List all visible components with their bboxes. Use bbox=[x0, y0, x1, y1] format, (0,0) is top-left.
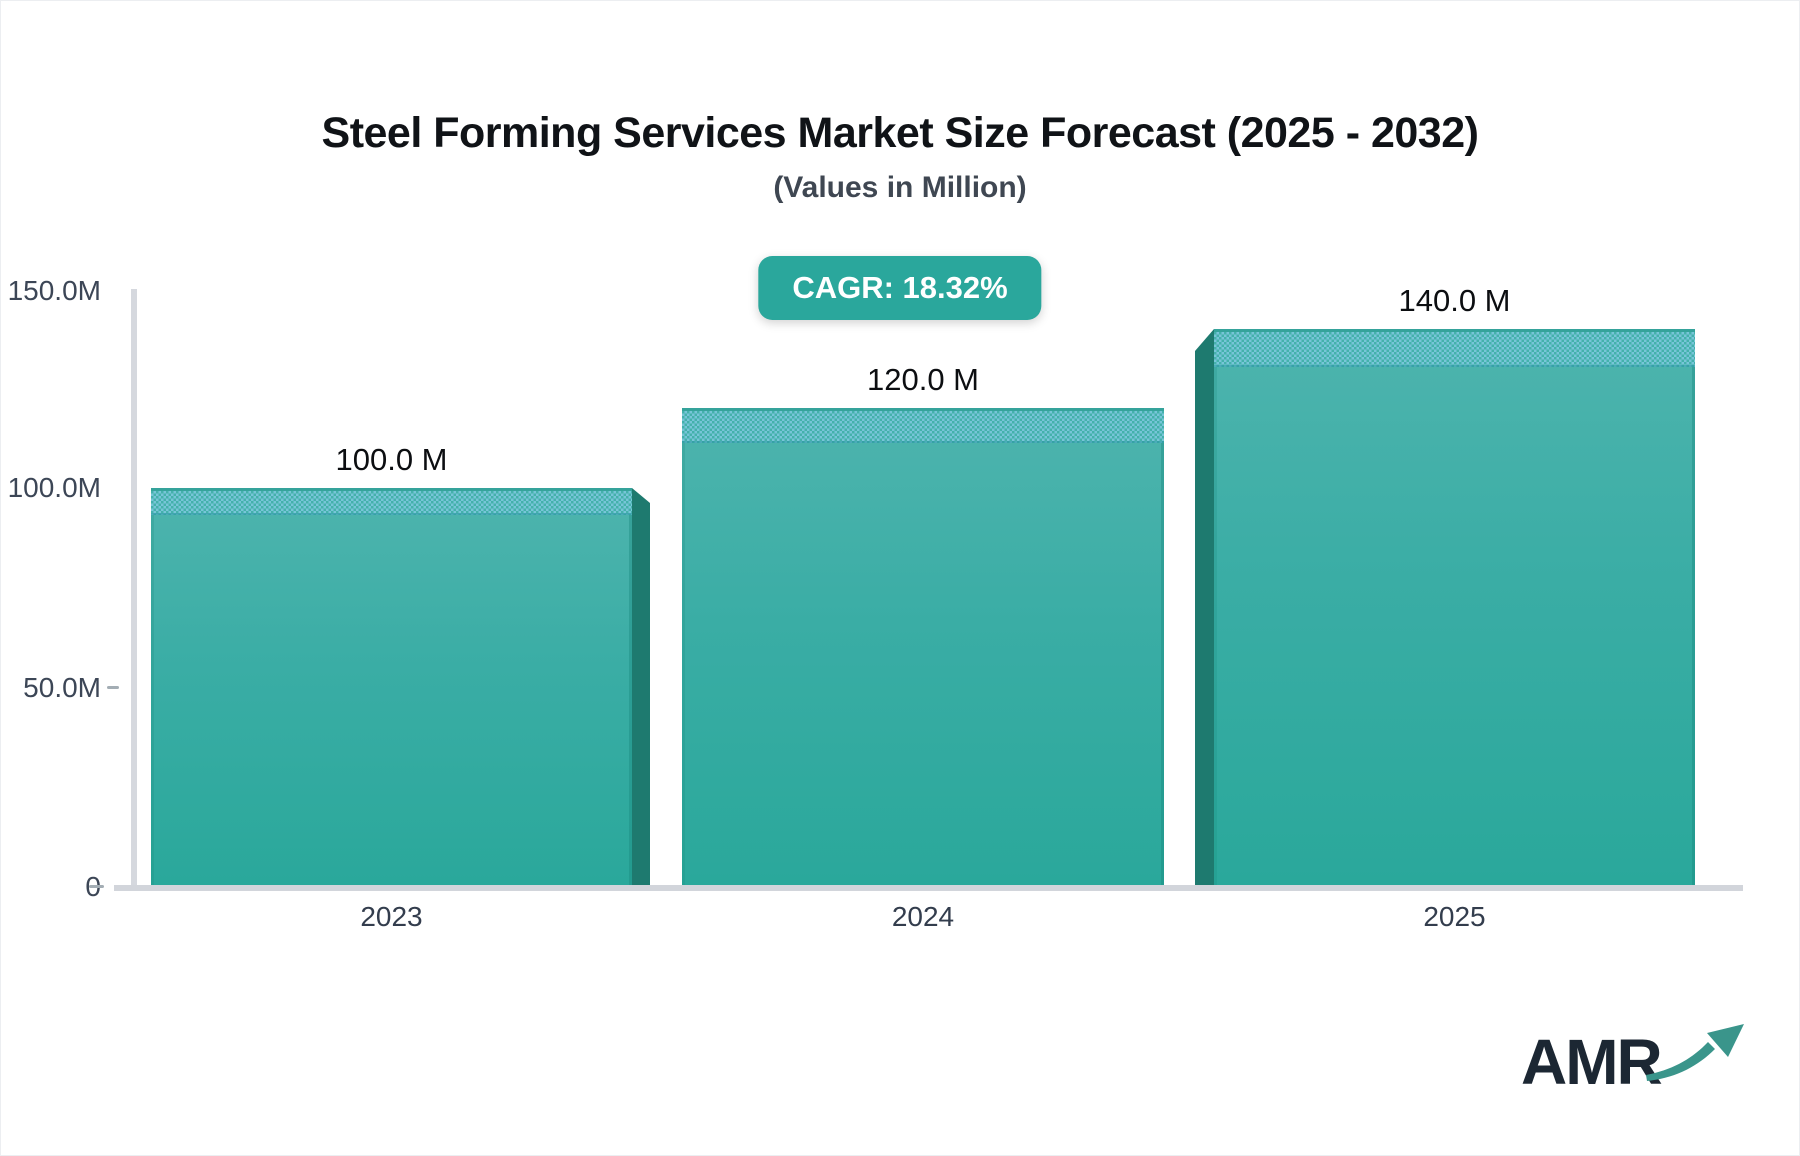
bar-2024-top-cap bbox=[682, 408, 1164, 443]
bar-2023-value-label: 100.0 M bbox=[335, 442, 448, 477]
x-tick-2023: 2023 bbox=[360, 901, 423, 932]
y-tick-mark-50m bbox=[107, 686, 119, 689]
y-tick-0: 0 bbox=[1, 871, 101, 903]
y-tick-50m: 50.0M bbox=[23, 672, 101, 703]
x-tick-2025: 2025 bbox=[1423, 901, 1486, 932]
bar-2023-side-shadow bbox=[632, 488, 650, 885]
bar-2025 bbox=[1214, 329, 1695, 885]
bar-2025-side-shadow bbox=[1195, 329, 1214, 885]
y-tick-100m: 100.0M bbox=[7, 472, 101, 503]
x-axis-line bbox=[114, 885, 1743, 891]
x-tick-2024: 2024 bbox=[891, 901, 955, 932]
y-axis-line bbox=[131, 289, 137, 889]
amr-logo-text: AMR bbox=[1521, 1026, 1663, 1098]
bar-2024-value-label: 120.0 M bbox=[866, 362, 979, 397]
bar-2023-top-cap bbox=[151, 488, 632, 515]
bar-2025-top-cap bbox=[1214, 329, 1695, 367]
bar-2023 bbox=[151, 488, 632, 885]
bar-2025-value-label: 140.0 M bbox=[1398, 283, 1511, 318]
chart-subtitle: (Values in Million) bbox=[773, 171, 1027, 204]
trend-up-arrow-icon bbox=[1645, 1023, 1745, 1092]
bar-2024 bbox=[682, 408, 1164, 885]
amr-logo: AMR bbox=[1521, 1023, 1745, 1094]
y-tick-150m: 150.0M bbox=[7, 275, 101, 306]
y-tick-mark-0 bbox=[89, 885, 104, 888]
cagr-badge: CAGR: 18.32% bbox=[758, 256, 1042, 320]
chart-title: Steel Forming Services Market Size Forec… bbox=[321, 109, 1479, 157]
